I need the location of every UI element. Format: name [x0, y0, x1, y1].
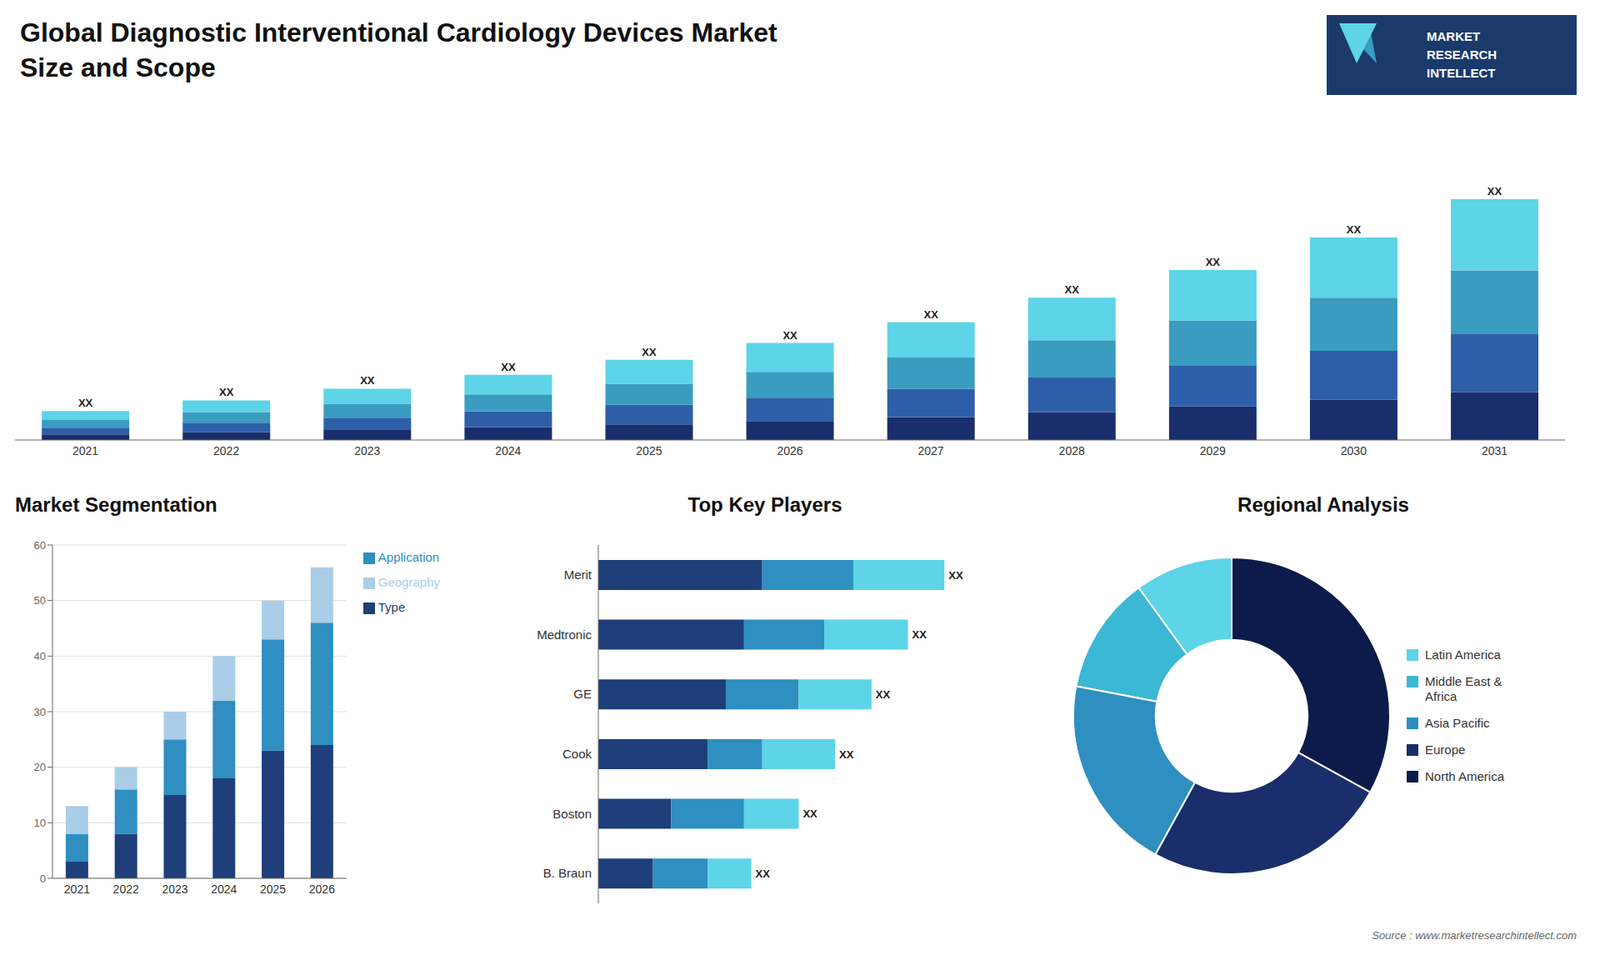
svg-text:2029: 2029: [1200, 444, 1226, 458]
html-text:Market Segmentation: Market Segmentation: [15, 493, 218, 516]
svg-text:Boston: Boston: [552, 806, 592, 821]
svg-text:XX: XX: [755, 867, 771, 880]
svg-text:XX: XX: [641, 345, 657, 359]
html-text:MARKET: MARKET: [1426, 29, 1481, 44]
svg-text:2030: 2030: [1340, 444, 1367, 458]
svg-text:Cook: Cook: [562, 746, 593, 761]
svg-text:XX: XX: [782, 329, 798, 342]
svg-text:2025: 2025: [635, 444, 662, 458]
svg-text:40: 40: [34, 650, 46, 663]
html-text:Geography: Geography: [378, 575, 440, 590]
html-text:Latin America: Latin America: [1425, 647, 1501, 662]
svg-text:0: 0: [40, 872, 46, 885]
svg-text:10: 10: [34, 816, 46, 830]
svg-text:2026: 2026: [776, 444, 803, 458]
svg-text:XX: XX: [500, 360, 516, 374]
html-text:North America: North America: [1425, 769, 1505, 784]
html-text:RESEARCH: RESEARCH: [1426, 47, 1497, 62]
svg-text:2021: 2021: [72, 444, 99, 458]
svg-text:XX: XX: [1205, 255, 1221, 269]
svg-text:XX: XX: [1487, 185, 1503, 198]
svg-text:60: 60: [34, 539, 46, 552]
svg-text:50: 50: [34, 594, 46, 607]
svg-text:2027: 2027: [918, 444, 945, 458]
svg-text:2031: 2031: [1481, 444, 1508, 458]
html-text:Size and Scope: Size and Scope: [20, 52, 216, 83]
svg-text:XX: XX: [948, 569, 964, 582]
svg-text:GE: GE: [573, 686, 592, 701]
svg-text:XX: XX: [219, 385, 235, 399]
svg-text:2026: 2026: [309, 882, 335, 896]
svg-text:XX: XX: [875, 688, 891, 701]
html-text:Asia Pacific: Asia Pacific: [1425, 715, 1490, 730]
svg-text:XX: XX: [912, 628, 928, 641]
svg-text:2023: 2023: [161, 882, 188, 896]
svg-text:2024: 2024: [495, 444, 521, 458]
html-text:Regional Analysis: Regional Analysis: [1237, 493, 1410, 516]
html-text:Middle East & Africa: Middle East & Africa: [1425, 674, 1503, 704]
svg-text:2025: 2025: [260, 882, 286, 896]
svg-text:XX: XX: [1346, 223, 1362, 236]
svg-text:20: 20: [34, 760, 46, 774]
svg-text:XX: XX: [360, 374, 375, 387]
svg-text:2028: 2028: [1059, 444, 1085, 458]
svg-text:XX: XX: [1065, 283, 1080, 296]
svg-text:2021: 2021: [64, 882, 90, 896]
html-text:Source : www.marketresearchint: Source : www.marketresearchintellect.com: [1371, 929, 1577, 942]
svg-text:Merit: Merit: [564, 567, 593, 582]
svg-text:2023: 2023: [354, 444, 380, 458]
html-text:Application: Application: [378, 550, 440, 565]
svg-text:XX: XX: [802, 807, 818, 820]
html-text:Top Key Players: Top Key Players: [687, 493, 843, 516]
svg-text:XX: XX: [839, 748, 855, 761]
html-text:INTELLECT: INTELLECT: [1426, 65, 1496, 80]
svg-text:30: 30: [34, 705, 46, 719]
svg-text:XX: XX: [924, 308, 940, 321]
html-text:Type: Type: [378, 600, 406, 615]
svg-text:B. Braun: B. Braun: [543, 865, 592, 880]
html-text:Global Diagnostic Intervention: Global Diagnostic Interventional Cardiol…: [20, 17, 778, 48]
svg-text:Medtronic: Medtronic: [536, 627, 592, 642]
svg-text:2022: 2022: [213, 444, 240, 458]
svg-text:2022: 2022: [113, 882, 140, 896]
svg-text:2024: 2024: [210, 882, 237, 896]
svg-text:XX: XX: [78, 396, 94, 410]
html-text:Europe: Europe: [1425, 742, 1466, 757]
